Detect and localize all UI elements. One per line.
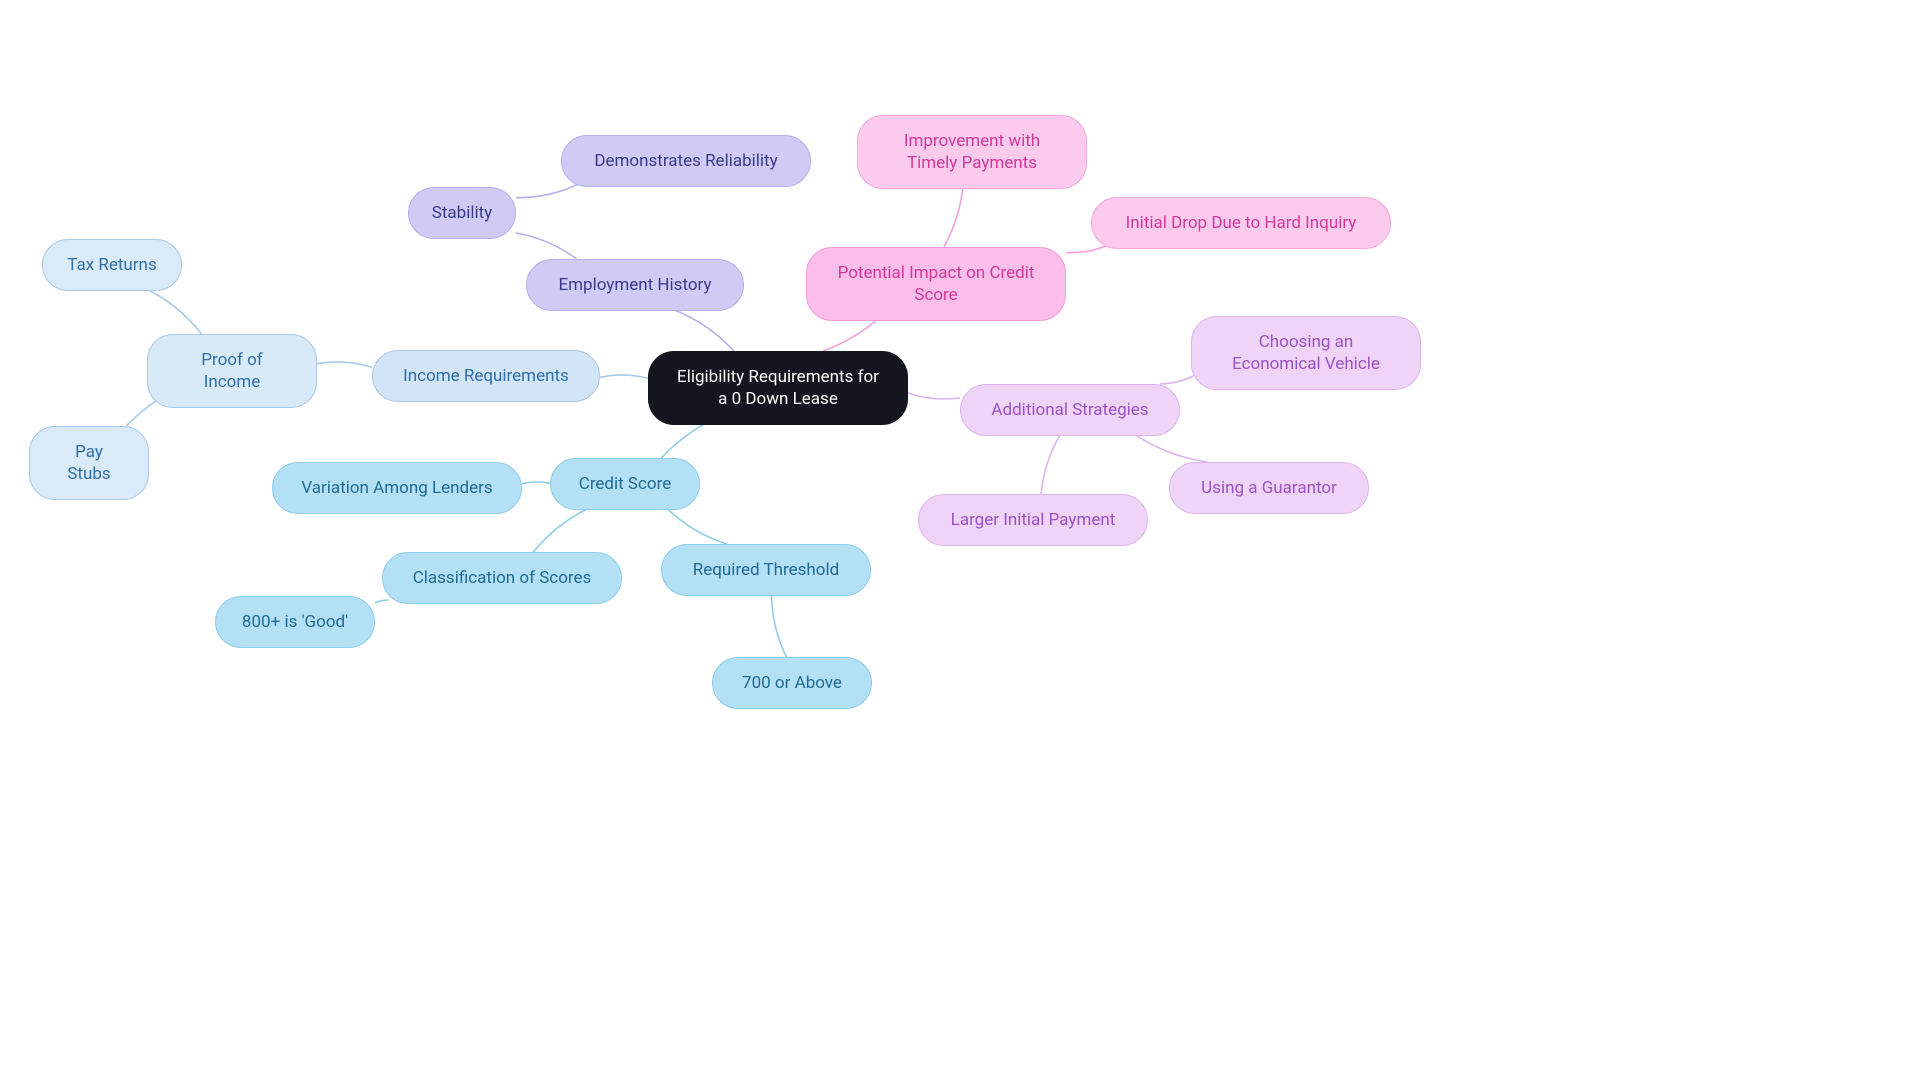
node-above_700: 700 or Above — [712, 657, 872, 709]
node-label: Stability — [432, 202, 492, 224]
node-reliability: Demonstrates Reliability — [561, 135, 811, 187]
node-label: Variation Among Lenders — [301, 477, 492, 499]
node-center: Eligibility Requirements for a 0 Down Le… — [648, 351, 908, 425]
node-income_req: Income Requirements — [372, 350, 600, 402]
edge — [600, 375, 648, 378]
node-label: Income Requirements — [403, 365, 569, 387]
node-label: Eligibility Requirements for a 0 Down Le… — [673, 366, 883, 410]
node-label: 700 or Above — [742, 672, 842, 694]
edge — [317, 362, 372, 367]
edge — [908, 393, 960, 399]
node-label: Classification of Scores — [413, 567, 592, 589]
edge — [516, 183, 581, 198]
node-credit_score: Credit Score — [550, 458, 700, 510]
node-label: Pay Stubs — [54, 441, 124, 485]
node-label: Demonstrates Reliability — [594, 150, 777, 172]
node-stability: Stability — [408, 187, 516, 239]
node-label: Initial Drop Due to Hard Inquiry — [1126, 212, 1357, 234]
edge — [1160, 374, 1197, 384]
node-economical: Choosing an Economical Vehicle — [1191, 316, 1421, 390]
node-strategies: Additional Strategies — [960, 384, 1180, 436]
node-larger_payment: Larger Initial Payment — [918, 494, 1148, 546]
edge — [1066, 245, 1108, 253]
node-label: Larger Initial Payment — [951, 509, 1116, 531]
node-req_threshold: Required Threshold — [661, 544, 871, 596]
node-label: Potential Impact on Credit Score — [831, 262, 1041, 306]
edge — [516, 233, 577, 259]
node-label: Additional Strategies — [991, 399, 1148, 421]
edge — [1041, 432, 1062, 494]
node-proof_income: Proof of Income — [147, 334, 317, 408]
edge — [375, 600, 389, 603]
node-pay_stubs: Pay Stubs — [29, 426, 149, 500]
node-label: Employment History — [558, 274, 711, 296]
node-label: Proof of Income — [172, 349, 292, 393]
node-guarantor: Using a Guarantor — [1169, 462, 1369, 514]
node-label: Tax Returns — [67, 254, 156, 276]
edge — [772, 592, 787, 657]
node-credit_impact: Potential Impact on Credit Score — [806, 247, 1066, 321]
node-label: Choosing an Economical Vehicle — [1216, 331, 1396, 375]
node-label: 800+ is 'Good' — [242, 611, 348, 633]
edge — [522, 482, 550, 484]
node-classification: Classification of Scores — [382, 552, 622, 604]
node-good_800: 800+ is 'Good' — [215, 596, 375, 648]
node-label: Using a Guarantor — [1201, 477, 1337, 499]
node-label: Required Threshold — [693, 559, 839, 581]
edge — [672, 309, 734, 351]
node-label: Credit Score — [579, 473, 672, 495]
edge — [1131, 432, 1208, 462]
edge — [142, 287, 201, 334]
node-hard_inquiry: Initial Drop Due to Hard Inquiry — [1091, 197, 1391, 249]
node-label: Improvement with Timely Payments — [882, 130, 1062, 174]
node-variation: Variation Among Lenders — [272, 462, 522, 514]
node-timely_payments: Improvement with Timely Payments — [857, 115, 1087, 189]
edge — [664, 506, 726, 544]
node-tax_returns: Tax Returns — [42, 239, 182, 291]
edge — [533, 506, 593, 552]
node-emp_history: Employment History — [526, 259, 744, 311]
